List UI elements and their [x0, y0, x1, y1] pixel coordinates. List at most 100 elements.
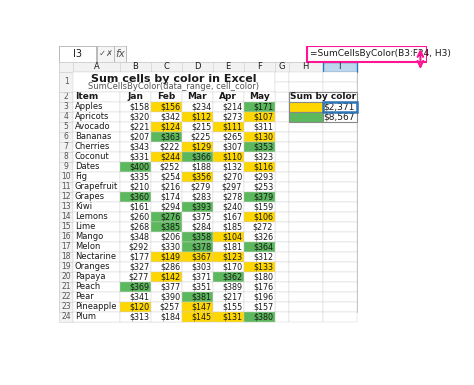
- Bar: [244, 172, 275, 182]
- Bar: [120, 202, 151, 212]
- Text: 9: 9: [64, 162, 69, 171]
- Bar: [73, 82, 120, 92]
- Text: 16: 16: [62, 232, 71, 241]
- Text: $254: $254: [160, 172, 180, 181]
- Bar: [213, 282, 244, 292]
- Bar: [59, 92, 73, 102]
- Bar: [120, 162, 151, 172]
- Bar: [73, 132, 120, 142]
- Text: $342: $342: [160, 112, 180, 121]
- Text: $170: $170: [222, 262, 242, 271]
- Bar: [151, 162, 182, 172]
- Text: Lemons: Lemons: [75, 212, 108, 221]
- Bar: [213, 302, 244, 312]
- Text: Bananas: Bananas: [75, 132, 111, 141]
- Bar: [151, 212, 182, 222]
- Bar: [182, 282, 213, 292]
- Bar: [120, 112, 151, 122]
- Text: B: B: [132, 62, 138, 71]
- Bar: [120, 242, 151, 252]
- Bar: [213, 232, 244, 242]
- Bar: [323, 152, 357, 162]
- Bar: [213, 172, 244, 182]
- Bar: [59, 182, 73, 192]
- Bar: [73, 112, 120, 122]
- Bar: [151, 62, 182, 72]
- Bar: [120, 172, 151, 182]
- Text: I3: I3: [73, 49, 82, 59]
- Bar: [289, 152, 323, 162]
- Bar: [59, 152, 73, 162]
- Bar: [120, 142, 151, 152]
- Bar: [323, 242, 357, 252]
- Bar: [73, 152, 120, 162]
- Bar: [182, 212, 213, 222]
- Bar: [151, 132, 182, 142]
- Bar: [151, 262, 182, 272]
- Bar: [213, 152, 244, 162]
- Bar: [73, 202, 120, 212]
- Bar: [289, 102, 323, 112]
- Bar: [275, 142, 289, 152]
- Bar: [323, 122, 357, 132]
- Bar: [59, 292, 73, 302]
- Bar: [120, 162, 151, 172]
- Text: May: May: [249, 92, 270, 101]
- Bar: [151, 222, 182, 232]
- Text: $356: $356: [191, 172, 211, 181]
- Text: $158: $158: [129, 102, 149, 111]
- Bar: [182, 262, 213, 272]
- Text: $371: $371: [191, 272, 211, 281]
- Bar: [213, 122, 244, 132]
- Bar: [151, 92, 182, 102]
- Bar: [151, 212, 182, 222]
- Bar: [307, 46, 427, 62]
- Bar: [120, 302, 151, 312]
- Bar: [289, 302, 323, 312]
- Text: $272: $272: [253, 222, 273, 231]
- Bar: [289, 102, 323, 112]
- Bar: [120, 92, 151, 102]
- Bar: [59, 112, 73, 122]
- Bar: [151, 282, 182, 292]
- Bar: [151, 282, 182, 292]
- Bar: [182, 222, 213, 232]
- Text: 11: 11: [62, 182, 71, 191]
- Bar: [275, 182, 289, 192]
- Bar: [120, 312, 151, 322]
- Bar: [73, 312, 120, 322]
- Text: $120: $120: [129, 302, 149, 311]
- Bar: [289, 292, 323, 302]
- Text: $145: $145: [191, 312, 211, 321]
- Bar: [120, 122, 151, 132]
- Bar: [323, 172, 357, 182]
- Bar: [73, 292, 120, 302]
- Bar: [323, 262, 357, 272]
- Text: $111: $111: [222, 122, 242, 131]
- Text: $257: $257: [160, 302, 180, 311]
- Bar: [59, 82, 73, 92]
- Bar: [151, 312, 182, 322]
- Bar: [213, 282, 244, 292]
- Bar: [113, 46, 115, 62]
- Bar: [323, 62, 357, 72]
- Bar: [182, 132, 213, 142]
- Text: $177: $177: [129, 252, 149, 261]
- Bar: [289, 222, 323, 232]
- Bar: [244, 262, 275, 272]
- Bar: [244, 122, 275, 132]
- Text: Sum by color: Sum by color: [290, 92, 356, 101]
- Bar: [120, 292, 151, 302]
- Text: $283: $283: [191, 192, 211, 201]
- Text: $215: $215: [191, 122, 211, 131]
- Text: I: I: [338, 62, 341, 71]
- Bar: [244, 222, 275, 232]
- Bar: [213, 222, 244, 232]
- Bar: [120, 232, 151, 242]
- Bar: [120, 272, 151, 282]
- Bar: [244, 62, 275, 72]
- Text: $129: $129: [191, 142, 211, 151]
- Bar: [244, 102, 275, 112]
- Bar: [213, 242, 244, 252]
- Text: C: C: [163, 62, 169, 71]
